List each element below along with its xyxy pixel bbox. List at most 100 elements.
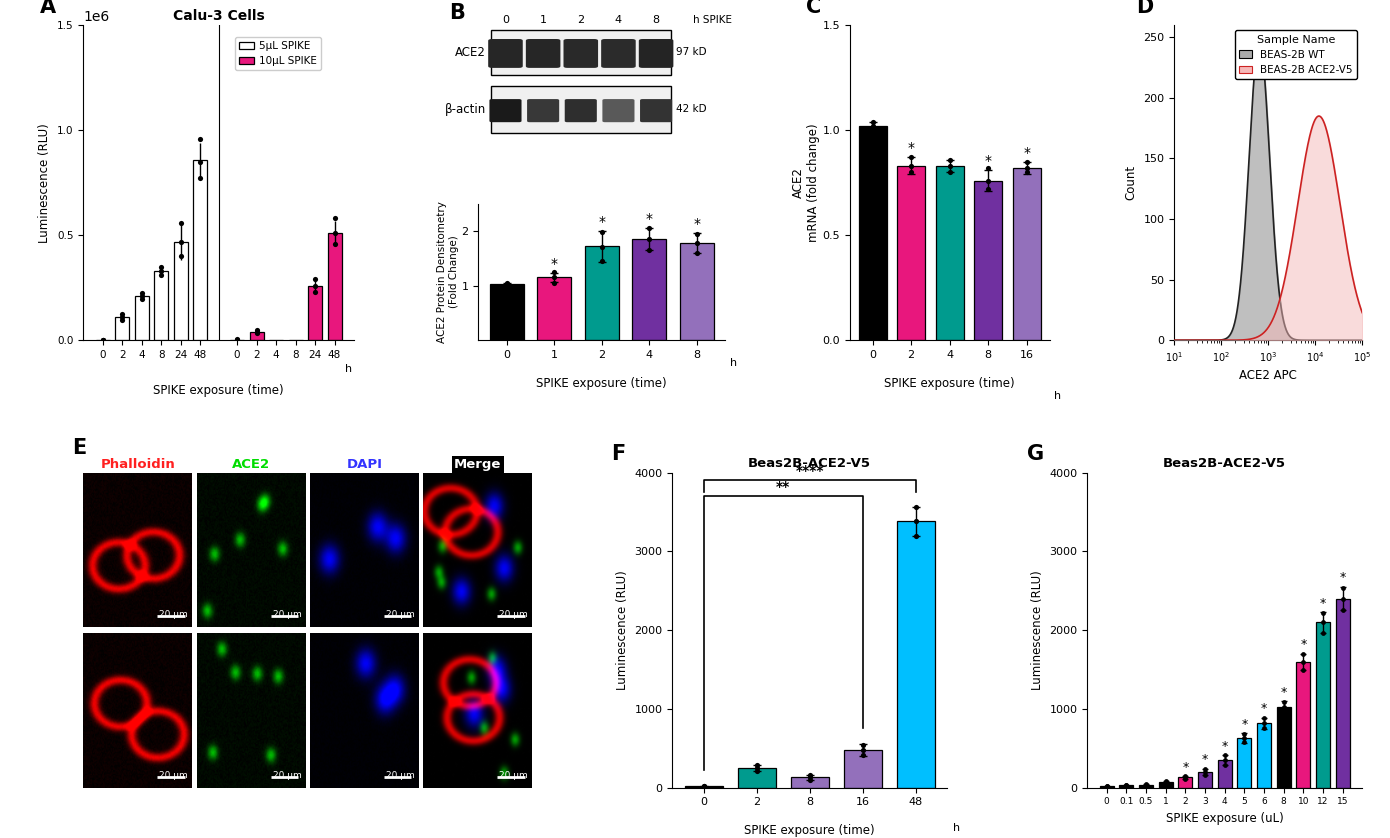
Point: [1252, 716, 1275, 730]
Point: [543, 277, 566, 290]
Point: [131, 289, 153, 303]
Bar: [897, 521, 934, 788]
Text: h SPIKE: h SPIKE: [694, 15, 733, 25]
Point: [1213, 758, 1236, 772]
Point: [92, 333, 114, 346]
Bar: [174, 241, 188, 340]
Text: 0: 0: [502, 15, 509, 25]
Title: Calu-3 Cells: Calu-3 Cells: [172, 8, 264, 23]
Point: [131, 287, 153, 300]
Point: [1293, 647, 1315, 660]
Point: [1095, 779, 1118, 793]
Point: [1332, 603, 1354, 617]
Legend: 5μL SPIKE, 10μL SPIKE: 5μL SPIKE, 10μL SPIKE: [235, 37, 321, 70]
Point: [324, 237, 346, 251]
Point: [901, 159, 923, 173]
Point: [638, 243, 660, 256]
Point: [1332, 581, 1354, 594]
Text: *: *: [1280, 685, 1287, 699]
Point: [1016, 165, 1038, 178]
Point: [1115, 779, 1137, 793]
Point: [1016, 155, 1038, 168]
Point: [905, 529, 927, 542]
Point: [745, 764, 767, 778]
Point: [692, 780, 714, 794]
Point: [798, 773, 820, 787]
Bar: [115, 317, 129, 340]
Text: *: *: [646, 212, 653, 226]
Point: [170, 235, 192, 248]
Text: 97 kD: 97 kD: [676, 47, 706, 57]
Point: [685, 246, 708, 260]
Bar: [935, 166, 963, 340]
Bar: [898, 166, 924, 340]
Point: [189, 132, 211, 145]
Point: [1155, 776, 1177, 789]
FancyBboxPatch shape: [639, 99, 673, 122]
Point: [1115, 779, 1137, 792]
Text: β-actin: β-actin: [445, 103, 485, 116]
Text: *: *: [598, 215, 605, 229]
Point: [1233, 727, 1255, 741]
Text: *: *: [1340, 572, 1346, 584]
Point: [496, 277, 518, 290]
X-axis label: SPIKE exposure (time): SPIKE exposure (time): [884, 376, 1015, 390]
Point: [862, 115, 884, 128]
Point: [1312, 616, 1334, 629]
Point: [92, 333, 114, 346]
Point: [1155, 774, 1177, 788]
Text: 20 μm: 20 μm: [386, 771, 414, 780]
Point: [1175, 769, 1197, 783]
Point: [977, 174, 999, 188]
Bar: [1099, 786, 1113, 788]
Point: [1293, 663, 1315, 676]
Point: [1175, 771, 1197, 784]
Point: [189, 155, 211, 168]
Point: [227, 333, 249, 346]
Bar: [1179, 778, 1193, 788]
Point: [591, 255, 613, 268]
Point: [304, 279, 327, 292]
Point: [246, 326, 268, 339]
Point: [543, 266, 566, 279]
Bar: [680, 243, 714, 340]
Title: Phalloidin: Phalloidin: [100, 458, 175, 472]
Point: [591, 225, 613, 239]
Text: 20 μm: 20 μm: [272, 610, 302, 619]
Title: Beas2B-ACE2-V5: Beas2B-ACE2-V5: [1163, 457, 1286, 470]
Text: h: h: [345, 364, 352, 374]
Point: [977, 183, 999, 196]
Text: h: h: [1054, 391, 1061, 401]
Point: [1095, 780, 1118, 794]
FancyBboxPatch shape: [564, 99, 596, 122]
Point: [189, 172, 211, 185]
Point: [1175, 773, 1197, 786]
Point: [591, 241, 613, 254]
Text: *: *: [1183, 761, 1188, 773]
Point: [1213, 753, 1236, 767]
Point: [1016, 161, 1038, 174]
Text: ACE2: ACE2: [455, 46, 485, 59]
Bar: [1159, 782, 1173, 788]
Text: **: **: [776, 480, 791, 494]
Bar: [1119, 785, 1133, 788]
Point: [1293, 655, 1315, 669]
FancyBboxPatch shape: [602, 99, 634, 122]
Point: [324, 212, 346, 225]
Text: 20 μm: 20 μm: [272, 771, 302, 780]
Point: [1272, 706, 1294, 720]
FancyBboxPatch shape: [527, 99, 559, 122]
Text: 20 μm: 20 μm: [386, 610, 414, 619]
Point: [905, 515, 927, 528]
Point: [692, 779, 714, 793]
Point: [638, 221, 660, 235]
Point: [938, 159, 960, 173]
Bar: [250, 332, 264, 340]
Point: [1272, 701, 1294, 714]
Point: [1134, 779, 1156, 792]
Bar: [491, 86, 671, 132]
Bar: [585, 246, 619, 340]
Point: [1312, 626, 1334, 639]
X-axis label: SPIKE exposure (time): SPIKE exposure (time): [537, 376, 667, 390]
Text: *: *: [1202, 753, 1208, 767]
